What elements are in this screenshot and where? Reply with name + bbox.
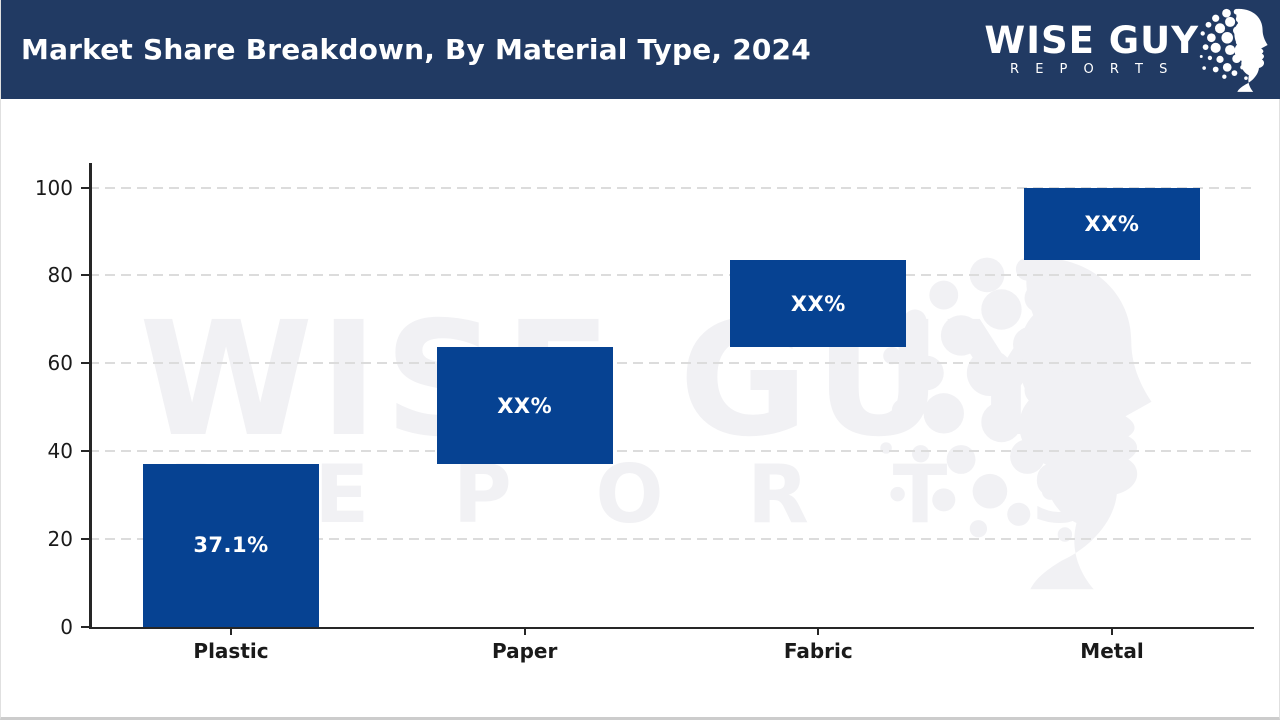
logo-face-icon xyxy=(1199,8,1268,92)
gridline-60 xyxy=(89,362,1254,365)
y-tick-label-40: 40 xyxy=(47,439,73,464)
y-tick-label-100: 100 xyxy=(34,175,73,200)
y-tick-label-60: 60 xyxy=(47,351,73,376)
x-axis-line xyxy=(89,626,1254,629)
bar-value-label-plastic: 37.1% xyxy=(193,533,269,558)
x-tick-label-metal: Metal xyxy=(1080,639,1144,663)
bar-paper: XX% xyxy=(436,347,613,464)
x-tick-label-plastic: Plastic xyxy=(193,639,269,663)
y-tick-label-20: 20 xyxy=(47,527,73,552)
y-tick-label-80: 80 xyxy=(47,263,73,288)
y-tick-mark-40 xyxy=(81,450,89,453)
gridline-40 xyxy=(89,450,1254,453)
chart-area: 0 20 40 60 80 100 37.1% Plastic XX% Paper XX% Fabri… xyxy=(1,99,1280,717)
gridline-80 xyxy=(89,274,1254,277)
gridline-20 xyxy=(89,538,1254,541)
y-tick-mark-100 xyxy=(81,186,89,189)
logo-wordmark: WISE GUY R E P O R T S xyxy=(984,22,1199,77)
bar-value-label-fabric: XX% xyxy=(790,291,846,316)
header-bar: Market Share Breakdown, By Material Type… xyxy=(1,0,1280,99)
bar-metal: XX% xyxy=(1024,187,1200,260)
gridline-100 xyxy=(89,186,1254,189)
x-tick-mark-plastic xyxy=(230,627,232,635)
x-tick-mark-paper xyxy=(523,627,526,635)
y-tick-label-0: 0 xyxy=(60,615,73,639)
page-title: Market Share Breakdown, By Material Type… xyxy=(21,33,811,66)
bar-plastic: 37.1% xyxy=(143,463,319,627)
y-tick-mark-80 xyxy=(81,274,89,277)
y-tick-mark-0 xyxy=(81,626,89,628)
bar-fabric: XX% xyxy=(730,259,907,348)
y-axis-line xyxy=(89,163,92,629)
logo-text-line2: R E P O R T S xyxy=(1010,62,1174,77)
wise-guy-reports-logo: WISE GUY R E P O R T S xyxy=(984,6,1271,94)
x-tick-label-fabric: Fabric xyxy=(783,639,853,663)
y-tick-mark-60 xyxy=(81,362,89,365)
x-tick-mark-metal xyxy=(1111,627,1113,635)
x-tick-mark-fabric xyxy=(817,627,820,635)
x-tick-label-paper: Paper xyxy=(492,639,558,663)
bar-value-label-paper: XX% xyxy=(497,393,553,418)
bar-value-label-metal: XX% xyxy=(1084,211,1140,236)
logo-text-line1: WISE GUY xyxy=(984,19,1199,62)
y-tick-mark-20 xyxy=(81,538,89,541)
